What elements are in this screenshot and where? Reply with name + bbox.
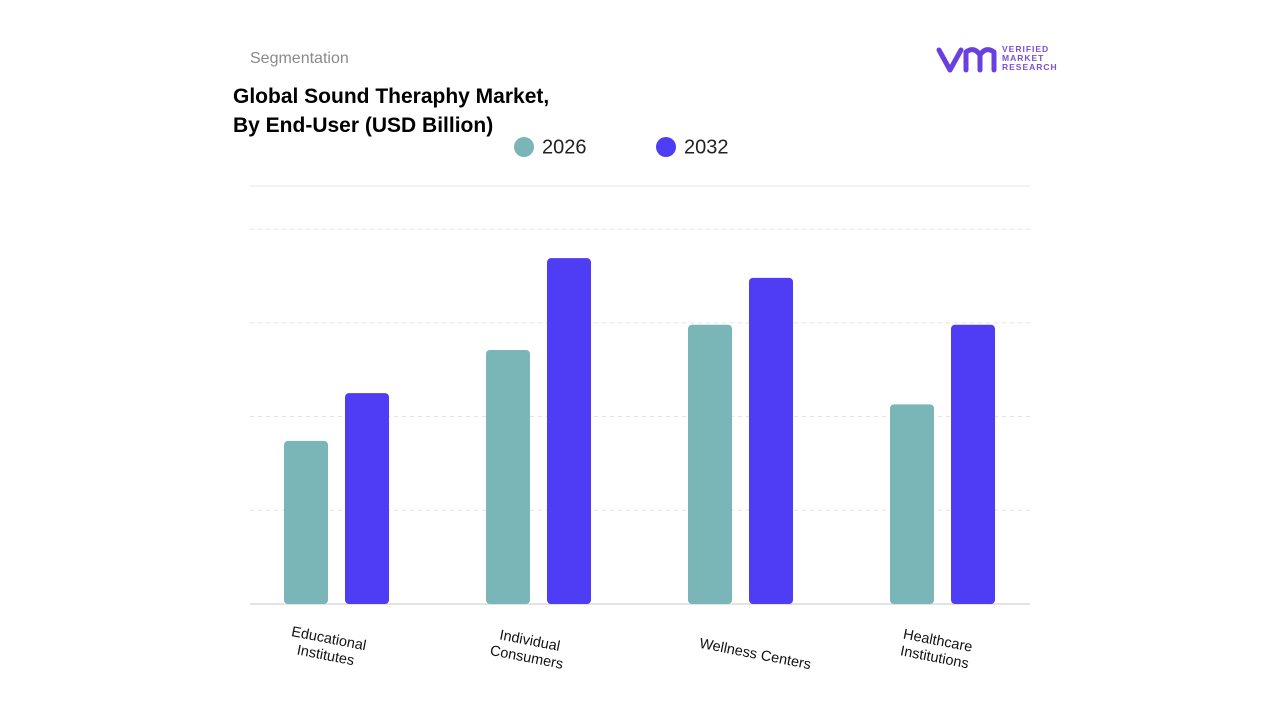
logo-text: VERIFIED MARKET RESEARCH — [1002, 44, 1058, 72]
legend-swatch — [514, 137, 534, 157]
bar — [486, 350, 530, 604]
bar — [890, 404, 934, 604]
subtitle: Segmentation — [250, 50, 349, 67]
bar — [284, 440, 328, 604]
bar — [688, 324, 732, 604]
bar — [345, 393, 389, 604]
bar — [951, 324, 995, 604]
legend-label: 2026 — [542, 136, 587, 158]
chart-title: Global Sound Theraphy Market, By End-Use… — [233, 85, 550, 137]
logo-v — [936, 47, 964, 73]
logo-m — [963, 47, 997, 73]
bar — [749, 277, 793, 604]
bar — [547, 258, 591, 604]
legend-label: 2032 — [684, 136, 729, 158]
logo-mark — [936, 47, 997, 73]
legend-swatch — [656, 137, 676, 157]
